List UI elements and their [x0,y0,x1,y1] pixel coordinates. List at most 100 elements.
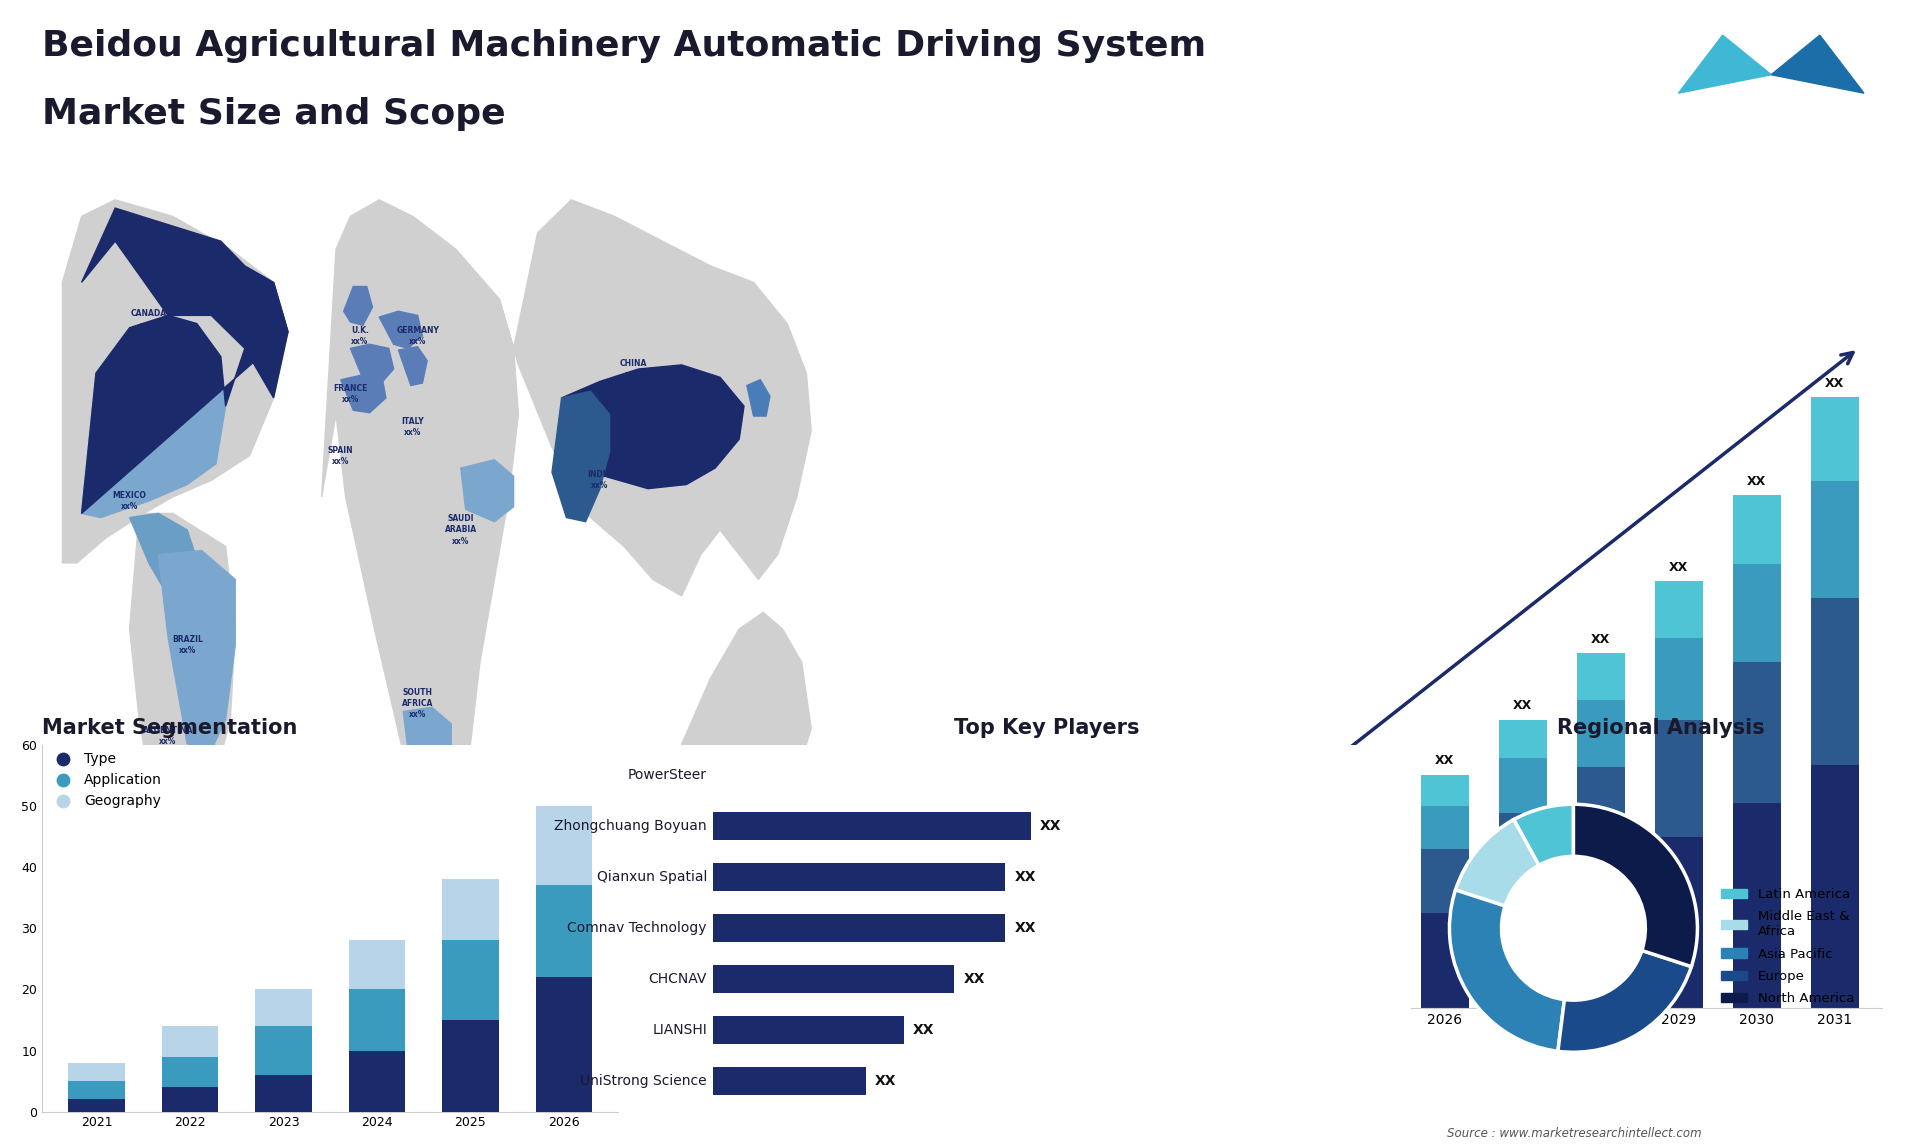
Text: Source : www.marketresearchintellect.com: Source : www.marketresearchintellect.com [1448,1128,1701,1140]
Text: XX: XX [876,1074,897,1088]
Bar [1655,638,1703,720]
Bar [1732,565,1782,662]
Bar [1031,960,1079,971]
Bar [349,989,405,1112]
Wedge shape [1455,819,1538,906]
Bar [161,1057,219,1112]
Bar [69,1081,125,1112]
Text: XX: XX [1044,933,1064,947]
Text: XX: XX [1041,819,1062,833]
Bar [1811,481,1859,598]
Polygon shape [399,347,426,385]
Bar [1187,901,1235,916]
Polygon shape [461,460,515,521]
Bar [1265,911,1313,949]
Polygon shape [157,550,234,761]
Text: SAUDI
ARABIA
xx%: SAUDI ARABIA xx% [445,515,476,545]
Bar [1342,848,1390,882]
Polygon shape [403,707,451,798]
Bar [1187,916,1235,934]
Polygon shape [349,344,394,385]
Text: U.S.
xx%: U.S. xx% [96,417,115,437]
Polygon shape [61,199,288,563]
Polygon shape [499,199,812,596]
Text: XX: XX [1434,754,1455,768]
Bar [536,886,591,1112]
Text: SPAIN
xx%: SPAIN xx% [328,446,353,465]
Bar [1500,892,1548,1008]
Circle shape [1501,856,1645,1000]
Polygon shape [561,364,745,488]
Bar [1421,775,1469,806]
Bar [714,813,935,840]
Bar [1811,598,1859,766]
Bar [1342,825,1390,848]
Polygon shape [553,391,611,521]
Bar [1421,913,1469,1008]
Bar [536,806,591,1112]
Bar [1031,971,1079,984]
Bar [161,1026,219,1112]
Bar [714,915,1006,942]
Bar [714,1067,866,1096]
Bar [1732,662,1782,803]
Bar [714,965,891,994]
Bar [255,1026,311,1112]
Text: MARKET: MARKET [1789,96,1832,105]
Text: MEXICO
xx%: MEXICO xx% [113,490,146,511]
Polygon shape [344,286,372,325]
Text: BRAZIL
xx%: BRAZIL xx% [171,635,204,656]
Polygon shape [682,612,812,794]
Bar [69,1062,125,1112]
Text: XX: XX [1668,560,1688,574]
Text: SOUTH
AFRICA
xx%: SOUTH AFRICA xx% [401,688,434,719]
Title: Top Key Players: Top Key Players [954,717,1139,738]
Text: Qianxun Spatial: Qianxun Spatial [597,870,707,885]
Bar [349,1051,405,1112]
Wedge shape [1450,890,1565,1051]
Text: XX: XX [1357,804,1377,817]
Bar [714,1067,841,1096]
Bar [1265,885,1313,911]
Bar [1732,803,1782,1008]
Text: FRANCE
xx%: FRANCE xx% [334,384,367,403]
Bar [1655,720,1703,837]
Text: LIANSHI: LIANSHI [653,1023,707,1037]
Bar [1108,929,1158,940]
Bar [1108,953,1158,975]
Text: CHCNAV: CHCNAV [649,972,707,987]
Bar [1031,984,1079,1008]
Polygon shape [81,209,288,398]
Bar [1421,806,1469,848]
Bar [714,1017,904,1044]
Text: U.K.
xx%: U.K. xx% [351,325,369,346]
Text: ITALY
xx%: ITALY xx% [401,417,424,437]
Bar [1811,398,1859,481]
Text: Market Segmentation: Market Segmentation [42,717,298,738]
Text: INDIA
xx%: INDIA xx% [588,470,612,490]
Bar [1187,963,1235,1008]
Text: XX: XX [1826,377,1845,390]
Bar [1655,581,1703,638]
Text: Comnav Technology: Comnav Technology [568,921,707,935]
Text: XX: XX [1513,699,1532,713]
Text: XX: XX [1592,633,1611,645]
Polygon shape [378,312,422,348]
Polygon shape [129,513,196,596]
Bar [1500,758,1548,813]
Bar [1031,953,1079,960]
Text: JAPAN
xx%: JAPAN xx% [712,413,737,433]
Bar [1265,865,1313,885]
Legend: Latin America, Middle East &
Africa, Asia Pacific, Europe, North America: Latin America, Middle East & Africa, Asi… [1715,882,1859,1011]
Title: Regional Analysis: Regional Analysis [1557,717,1764,738]
Bar [714,863,916,892]
Wedge shape [1513,804,1574,865]
Legend: Type, Application, Geography: Type, Application, Geography [50,752,161,808]
Text: Market Size and Scope: Market Size and Scope [42,97,505,132]
Text: XX: XX [1123,910,1142,923]
Bar [1732,495,1782,564]
Bar [1187,934,1235,963]
Bar [1500,813,1548,892]
Text: GERMANY
xx%: GERMANY xx% [396,325,440,346]
Text: INTELLECT: INTELLECT [1789,128,1843,138]
